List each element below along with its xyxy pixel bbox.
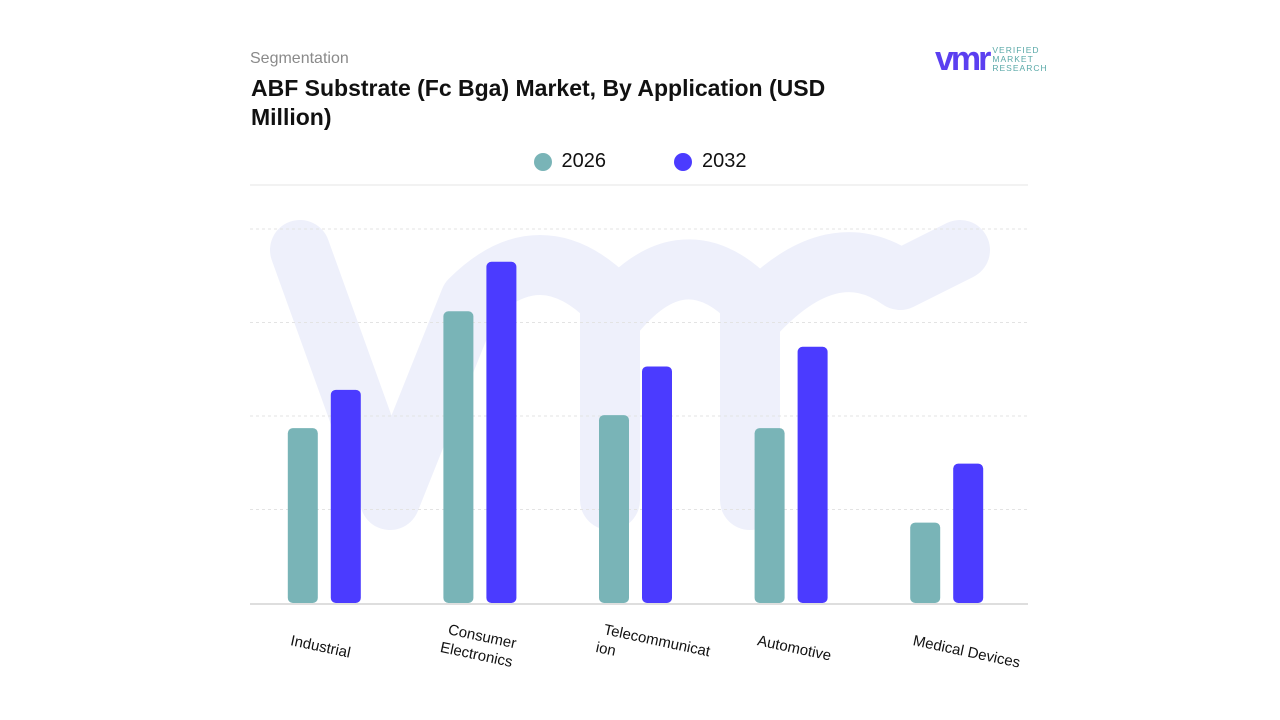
bar-2032-industrial[interactable] <box>330 389 361 603</box>
bar-2032-medical-devices[interactable] <box>953 463 984 603</box>
bar-2026-telecommunication[interactable] <box>599 415 629 603</box>
x-tick-label-text: ConsumerElectronics <box>439 620 518 670</box>
x-tick-label: Industrial <box>289 632 352 661</box>
bar-2026-consumer-electronics[interactable] <box>443 311 474 603</box>
x-tick-label-line: Telecommunicat <box>602 621 712 660</box>
x-tick-label-line: ion <box>594 639 617 660</box>
bar-2032-telecommunication[interactable] <box>642 366 672 603</box>
x-tick-label-line: Medical Devices <box>911 632 1021 671</box>
x-tick-label-text: Medical Devices <box>911 632 1021 671</box>
bar-2026-medical-devices[interactable] <box>910 522 941 603</box>
x-tick-label-line: Industrial <box>289 632 352 661</box>
logo-line: RESEARCH <box>992 62 1048 73</box>
x-tick-label-text: Automotive <box>756 632 833 664</box>
logo-mark: vmr <box>935 40 991 78</box>
page-title: ABF Substrate (Fc Bga) Market, By Applic… <box>251 75 826 130</box>
bar-2032-automotive[interactable] <box>797 346 828 603</box>
x-tick-label: Telecommunication <box>594 620 712 679</box>
logo: vmr VERIFIED MARKET RESEARCH <box>935 40 1048 78</box>
eyebrow: Segmentation <box>250 50 349 67</box>
logo-line: MARKET <box>992 53 1034 64</box>
logo-text: VERIFIED MARKET RESEARCH <box>992 44 1048 73</box>
legend-label: 2032 <box>702 150 747 172</box>
legend-item-2032[interactable]: 2032 <box>674 150 747 173</box>
bar-2032-consumer-electronics[interactable] <box>486 261 517 603</box>
x-tick-label: ConsumerElectronics <box>439 620 518 671</box>
legend: 2026 2032 <box>0 150 1280 173</box>
bar-2026-automotive[interactable] <box>754 428 785 603</box>
x-tick-label: Medical Devices <box>911 632 1021 671</box>
x-tick-label-text: Telecommunication <box>594 620 712 679</box>
logo-line: VERIFIED <box>992 44 1040 55</box>
bar-2026-industrial[interactable] <box>287 428 318 603</box>
watermark-logo <box>270 220 990 530</box>
watermark-stroke <box>720 220 990 350</box>
legend-item-2026[interactable]: 2026 <box>533 150 607 173</box>
x-tick-label-line: Automotive <box>756 632 833 664</box>
legend-label: 2026 <box>561 150 607 172</box>
x-tick-label-text: Industrial <box>289 632 352 661</box>
x-tick-label: Automotive <box>756 632 833 664</box>
legend-dot <box>533 152 552 171</box>
legend-dot <box>674 152 692 171</box>
